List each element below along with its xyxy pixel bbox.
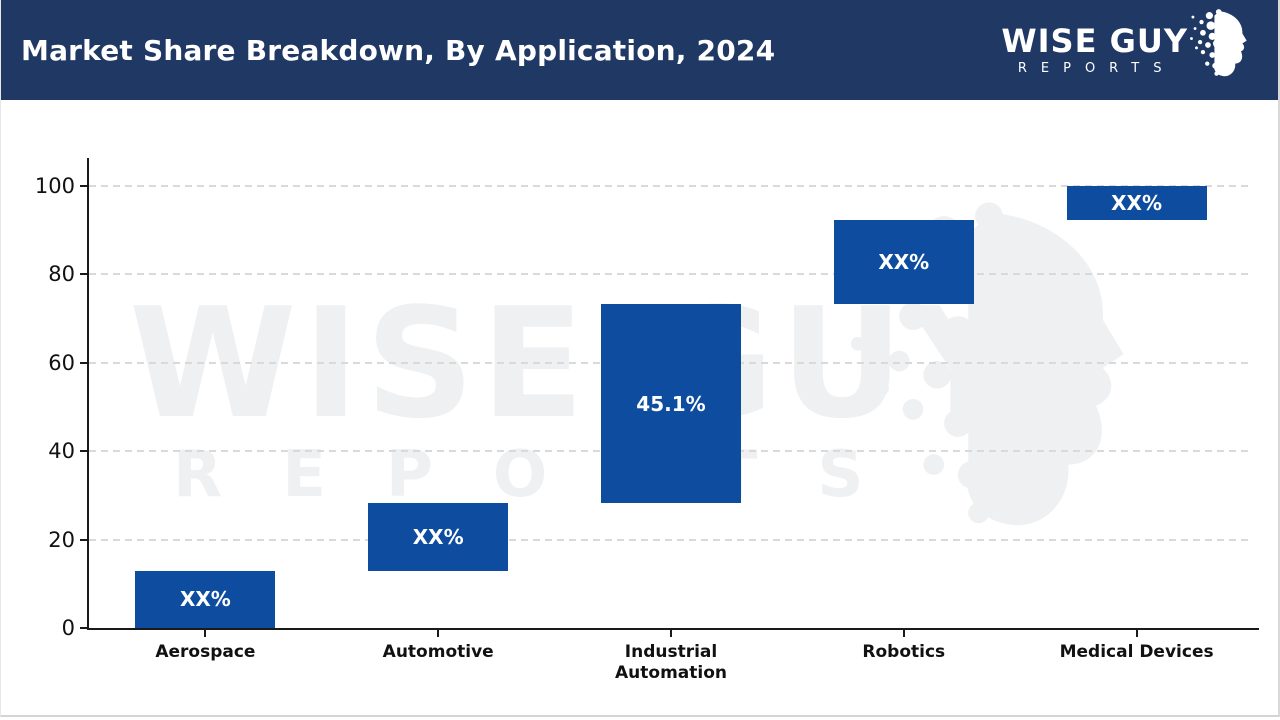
grid-line-100 — [89, 185, 1253, 187]
grid-line-20 — [89, 538, 1253, 541]
x-tick-label-1: Automotive — [382, 642, 494, 662]
chart-area: WISE GUY REPORTS 0 20 40 60 80 100 XX% Aerospac… — [1, 100, 1278, 715]
bar-medical-devices: XX% — [1066, 186, 1207, 221]
bar-automotive: XX% — [368, 503, 509, 571]
y-tick-label-40: 40 — [48, 439, 75, 464]
x-tick-2 — [670, 630, 672, 637]
header: Market Share Breakdown, By Application, … — [1, 0, 1278, 100]
bar-robotics: XX% — [833, 220, 974, 304]
y-tick-label-100: 100 — [34, 174, 75, 198]
y-tick-label-60: 60 — [48, 350, 75, 375]
bar-industrial-automation: 45.1% — [601, 304, 741, 504]
bar-value-label: XX% — [179, 587, 231, 612]
y-tick-label-0: 0 — [61, 616, 75, 640]
wiseguy-face-icon — [1182, 7, 1254, 93]
y-tick-label-80: 80 — [48, 262, 75, 287]
grid-line-80 — [89, 273, 1253, 276]
x-tick-4 — [1135, 630, 1138, 637]
x-tick-label-2: Industrial Automation — [615, 642, 727, 684]
bar-value-label: XX% — [412, 524, 464, 549]
y-tick-100 — [80, 185, 87, 187]
y-tick-60 — [80, 361, 87, 364]
bar-value-label: XX% — [1111, 191, 1163, 216]
x-axis-line — [87, 628, 1259, 630]
bar-value-label: XX% — [878, 250, 930, 275]
x-tick-label-4: Medical Devices — [1059, 642, 1214, 662]
chart-title: Market Share Breakdown, By Application, … — [21, 33, 776, 67]
bar-aerospace: XX% — [135, 570, 276, 628]
x-tick-3 — [902, 630, 905, 637]
x-tick-0 — [204, 630, 207, 637]
bar-value-label: 45.1% — [636, 391, 706, 416]
logo-name: WISE GUY — [1001, 22, 1188, 60]
x-tick-1 — [437, 630, 440, 637]
y-tick-0 — [80, 627, 87, 629]
watermark-subtext: REPORTS — [173, 438, 924, 512]
wiseguy-logo: WISE GUY REPORTS — [1001, 7, 1254, 93]
y-tick-40 — [80, 450, 87, 453]
y-tick-label-20: 20 — [48, 527, 75, 552]
y-tick-20 — [80, 538, 87, 541]
x-tick-label-0: Aerospace — [155, 642, 256, 662]
y-axis-line — [87, 158, 89, 630]
logo-subtitle: REPORTS — [1017, 61, 1176, 76]
x-tick-label-3: Robotics — [862, 642, 946, 662]
logo-text: WISE GUY REPORTS — [1001, 25, 1188, 75]
y-tick-80 — [80, 273, 87, 276]
